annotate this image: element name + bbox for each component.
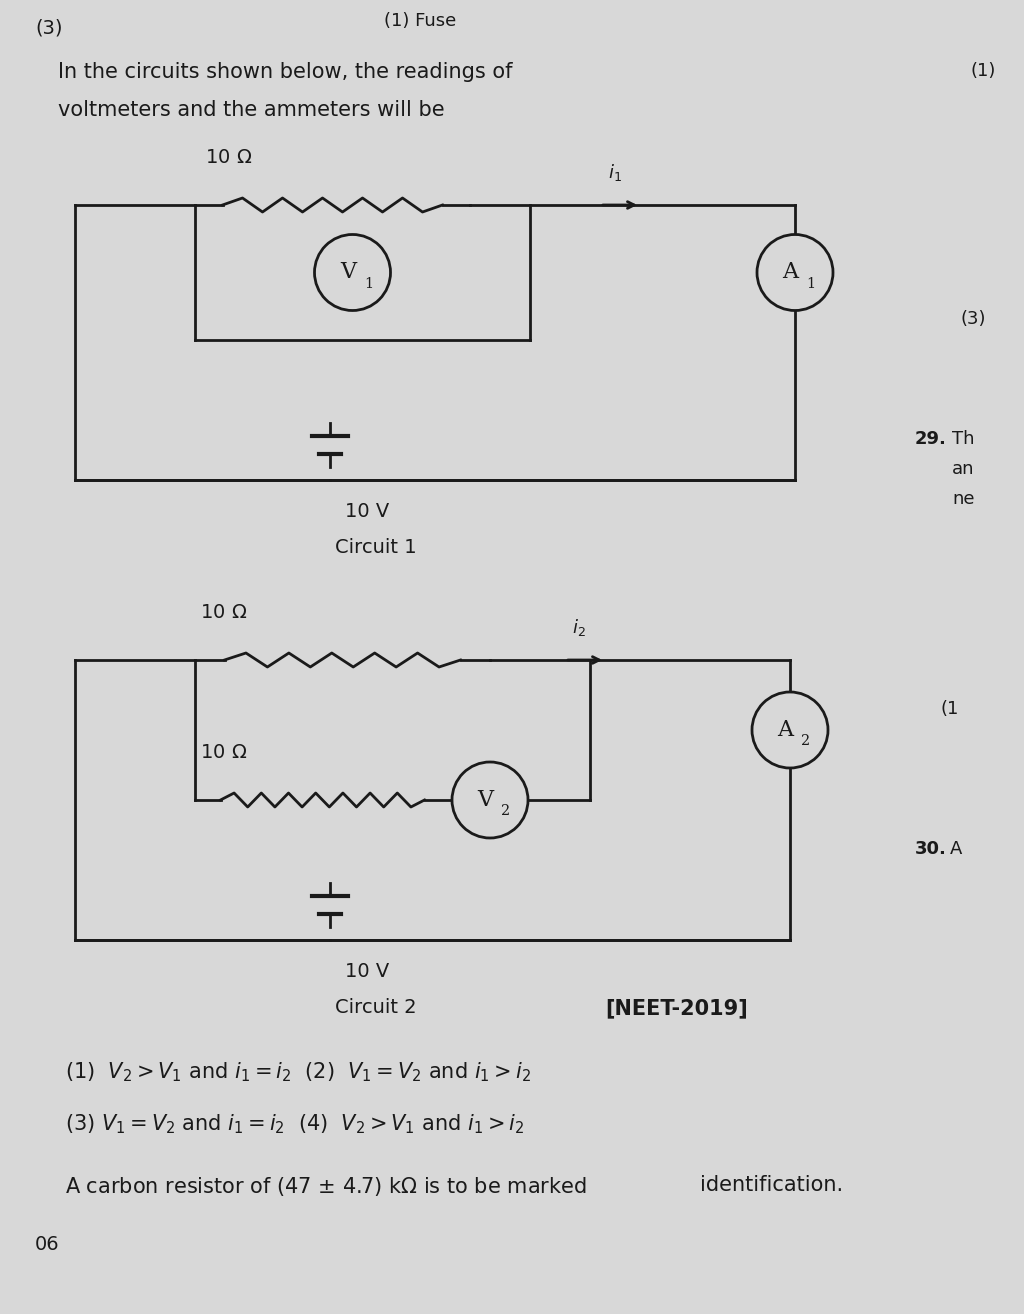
Text: 2: 2 xyxy=(802,735,811,749)
Text: 06: 06 xyxy=(35,1235,59,1254)
Text: (1)  $V_2 > V_1$ and $i_1 = i_2$  (2)  $V_1 = V_2$ and $i_1 > i_2$: (1) $V_2 > V_1$ and $i_1 = i_2$ (2) $V_1… xyxy=(65,1060,531,1084)
Text: (1: (1 xyxy=(940,700,958,717)
Circle shape xyxy=(314,234,390,310)
Text: ne: ne xyxy=(952,490,975,509)
Text: $i_1$: $i_1$ xyxy=(608,162,622,183)
Text: (3): (3) xyxy=(35,18,62,37)
Text: 29.: 29. xyxy=(915,430,947,448)
Text: 10 V: 10 V xyxy=(345,502,389,520)
Text: (3) $V_1 = V_2$ and $i_1 = i_2$  (4)  $V_2 > V_1$ and $i_1 > i_2$: (3) $V_1 = V_2$ and $i_1 = i_2$ (4) $V_2… xyxy=(65,1112,524,1135)
Text: (3): (3) xyxy=(961,310,985,328)
Text: 30.: 30. xyxy=(915,840,947,858)
Text: [NEET-2019]: [NEET-2019] xyxy=(605,999,748,1018)
Circle shape xyxy=(452,762,528,838)
Text: A carbon resistor of (47 $\pm$ 4.7) k$\Omega$ is to be marked: A carbon resistor of (47 $\pm$ 4.7) k$\O… xyxy=(65,1175,587,1198)
Text: 2: 2 xyxy=(502,804,511,819)
Text: 10 $\Omega$: 10 $\Omega$ xyxy=(205,148,252,167)
Text: 10 V: 10 V xyxy=(345,962,389,982)
Text: Circuit 1: Circuit 1 xyxy=(335,537,417,557)
Text: (1): (1) xyxy=(970,62,995,80)
Text: V: V xyxy=(477,788,494,811)
Text: Th: Th xyxy=(952,430,975,448)
Text: (1) Fuse: (1) Fuse xyxy=(384,12,456,30)
Text: Circuit 2: Circuit 2 xyxy=(335,999,417,1017)
Text: A: A xyxy=(950,840,963,858)
Text: 10 $\Omega$: 10 $\Omega$ xyxy=(200,603,247,622)
Text: voltmeters and the ammeters will be: voltmeters and the ammeters will be xyxy=(58,100,444,120)
Text: 1: 1 xyxy=(364,277,373,290)
Text: 10 $\Omega$: 10 $\Omega$ xyxy=(200,742,247,762)
Text: A: A xyxy=(777,719,794,741)
Text: In the circuits shown below, the readings of: In the circuits shown below, the reading… xyxy=(58,62,512,81)
Text: A: A xyxy=(782,261,799,284)
Circle shape xyxy=(757,234,833,310)
Text: an: an xyxy=(952,460,975,478)
Circle shape xyxy=(752,692,828,767)
Text: V: V xyxy=(340,261,356,284)
Text: 1: 1 xyxy=(806,277,815,290)
Text: identification.: identification. xyxy=(700,1175,843,1194)
Text: $i_2$: $i_2$ xyxy=(572,618,586,639)
